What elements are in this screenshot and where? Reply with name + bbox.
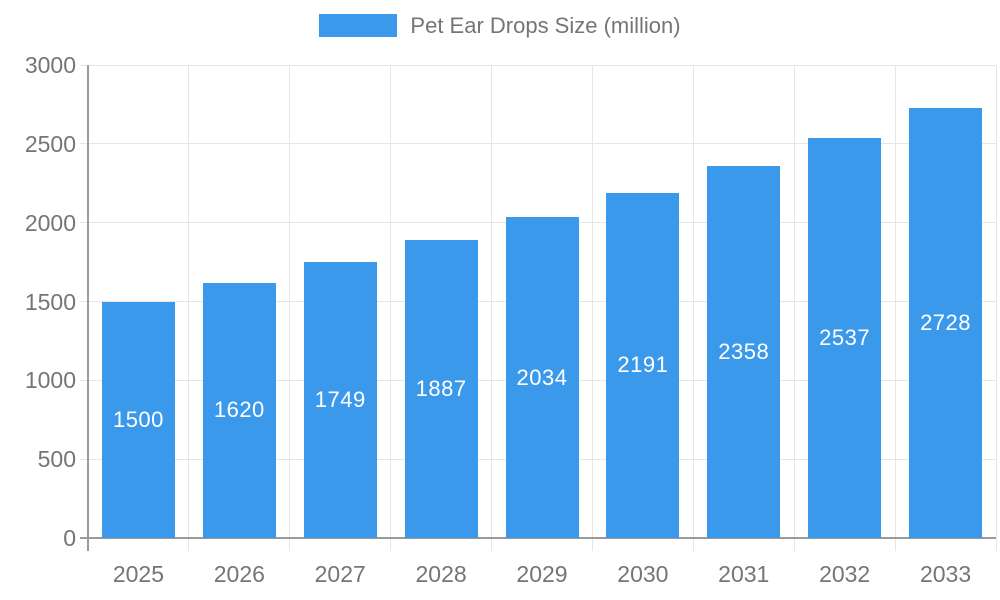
gridline-vertical bbox=[793, 65, 795, 538]
x-tick-label: 2030 bbox=[617, 561, 669, 587]
x-tick-mark bbox=[793, 539, 795, 551]
gridline-vertical bbox=[491, 65, 493, 538]
x-tick-label: 2026 bbox=[213, 561, 265, 587]
gridline-vertical bbox=[591, 65, 593, 538]
y-tick-label: 1000 bbox=[24, 367, 76, 394]
x-tick-label: 2032 bbox=[819, 561, 871, 587]
bar-value-label: 2034 bbox=[516, 364, 568, 390]
gridline-vertical bbox=[289, 65, 291, 538]
x-tick-label: 2033 bbox=[919, 561, 972, 587]
x-tick-label: 2028 bbox=[415, 561, 467, 587]
x-tick-mark bbox=[995, 539, 997, 551]
x-tick-label: 2025 bbox=[112, 561, 165, 587]
bar-value-label: 2191 bbox=[617, 352, 669, 378]
bar-value-label: 2728 bbox=[920, 309, 972, 335]
gridline-vertical bbox=[188, 65, 190, 538]
gridline-vertical bbox=[692, 65, 694, 538]
chart-legend-item[interactable]: Pet Ear Drops Size (million) bbox=[0, 14, 1000, 37]
bar[interactable]: 2537 bbox=[808, 137, 882, 538]
bar-value-label: 1620 bbox=[213, 397, 265, 423]
y-tick-label: 0 bbox=[63, 525, 76, 551]
gridline-horizontal bbox=[80, 143, 996, 145]
x-tick-mark bbox=[188, 539, 190, 551]
x-tick-label: 2031 bbox=[718, 561, 770, 587]
bar[interactable]: 2358 bbox=[707, 166, 781, 538]
y-tick-label: 1500 bbox=[24, 288, 76, 315]
bar[interactable]: 1620 bbox=[202, 282, 276, 538]
x-tick-mark bbox=[289, 539, 291, 551]
bar-value-label: 2537 bbox=[819, 324, 871, 350]
x-tick-mark bbox=[591, 539, 593, 551]
x-tick-mark bbox=[894, 539, 896, 551]
gridline-vertical bbox=[390, 65, 392, 538]
y-tick-label: 500 bbox=[37, 446, 76, 473]
bar[interactable]: 2034 bbox=[505, 217, 579, 538]
bar-value-label: 1887 bbox=[415, 376, 467, 402]
gridline-vertical bbox=[995, 65, 997, 538]
x-tick-label: 2027 bbox=[314, 561, 366, 587]
gridline-horizontal bbox=[80, 64, 996, 66]
gridline-vertical bbox=[894, 65, 896, 538]
x-tick-mark bbox=[491, 539, 493, 551]
y-tick-label: 2500 bbox=[24, 130, 76, 157]
x-tick-label: 2029 bbox=[516, 561, 568, 587]
y-axis-line bbox=[87, 65, 89, 551]
x-tick-mark bbox=[692, 539, 694, 551]
bar[interactable]: 1500 bbox=[101, 301, 175, 538]
bar-value-label: 1500 bbox=[112, 406, 164, 432]
legend-swatch bbox=[319, 14, 398, 37]
bar[interactable]: 2191 bbox=[606, 192, 680, 538]
bar[interactable]: 2728 bbox=[909, 107, 983, 538]
x-tick-mark bbox=[390, 539, 392, 551]
legend-label: Pet Ear Drops Size (million) bbox=[410, 13, 681, 38]
bar[interactable]: 1887 bbox=[404, 240, 478, 538]
y-tick-label: 3000 bbox=[24, 52, 76, 78]
y-tick-label: 2000 bbox=[24, 209, 76, 236]
bar[interactable]: 1749 bbox=[303, 262, 377, 538]
x-axis-line bbox=[80, 537, 996, 539]
bar-value-label: 1749 bbox=[314, 387, 366, 413]
bar-value-label: 2358 bbox=[718, 339, 770, 365]
